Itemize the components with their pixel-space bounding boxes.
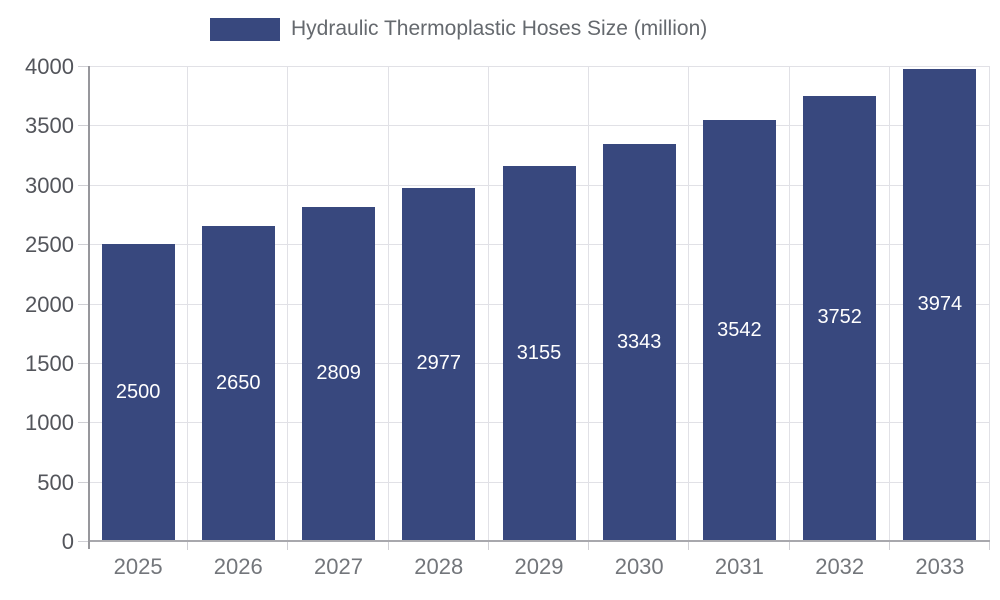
x-axis-tick-label: 2033 xyxy=(915,554,965,579)
x-axis-tick-label: 2025 xyxy=(113,554,163,579)
y-axis-tick xyxy=(78,541,88,542)
bar xyxy=(702,120,776,541)
bar xyxy=(101,244,175,541)
gridline-horizontal xyxy=(88,125,990,126)
y-axis-tick xyxy=(78,185,88,186)
y-axis-tick-label: 2500 xyxy=(25,232,74,258)
gridline-horizontal xyxy=(88,66,990,67)
y-axis-tick-label: 3500 xyxy=(25,113,74,139)
x-axis-tick-label: 2028 xyxy=(414,554,464,579)
x-axis-line xyxy=(88,540,990,542)
x-axis-tick xyxy=(187,542,189,550)
y-axis-tick xyxy=(78,66,88,67)
gridline-vertical xyxy=(688,66,690,541)
x-axis-tick xyxy=(888,542,890,550)
y-axis-line xyxy=(88,66,90,549)
bar-value-label: 2650 xyxy=(216,371,261,394)
y-axis-tick-label: 500 xyxy=(37,469,74,495)
bar-value-label: 2977 xyxy=(416,352,462,375)
x-axis-tick xyxy=(688,542,690,550)
y-axis-tick xyxy=(78,422,88,423)
bar-value-label: 3343 xyxy=(616,330,662,353)
bar-value-label: 3155 xyxy=(516,341,562,364)
gridline-vertical xyxy=(788,66,790,541)
x-axis-tick xyxy=(387,542,389,550)
x-axis-tick-label: 2030 xyxy=(614,554,664,579)
bar xyxy=(803,95,877,541)
x-axis-tick xyxy=(287,542,289,550)
legend-label: Hydraulic Thermoplastic Hoses Size (mill… xyxy=(291,17,708,40)
y-axis-tick xyxy=(78,304,88,305)
x-axis-tick-label: 2029 xyxy=(514,554,564,579)
gridline-vertical xyxy=(588,66,590,541)
x-axis-tick-label: 2027 xyxy=(314,554,363,579)
x-axis-tick xyxy=(588,542,590,550)
gridline-vertical xyxy=(989,66,990,541)
x-axis-tick xyxy=(788,542,790,550)
gridline-vertical xyxy=(287,66,289,541)
gridline-vertical xyxy=(387,66,389,541)
x-axis-tick xyxy=(989,542,990,550)
x-axis-tick-label: 2026 xyxy=(213,554,263,579)
bar xyxy=(502,166,576,541)
bar-value-label: 3752 xyxy=(817,306,862,329)
y-axis-tick-label: 2000 xyxy=(25,291,74,317)
bar-value-label: 3542 xyxy=(717,318,762,341)
y-axis-tick xyxy=(78,244,88,245)
x-axis-tick-label: 2032 xyxy=(815,554,865,579)
y-axis-tick xyxy=(78,482,88,483)
gridline-vertical xyxy=(487,66,489,541)
bar-value-label: 2500 xyxy=(115,380,161,403)
bar xyxy=(201,226,275,541)
gridline-vertical xyxy=(187,66,189,541)
legend-swatch xyxy=(210,17,280,41)
bar xyxy=(402,187,476,541)
y-axis-tick-label: 3000 xyxy=(25,172,74,198)
gridline-vertical xyxy=(888,66,890,541)
plot-area: 2500 2650 2809 2977 3155 3343 3542 3752 3974 xyxy=(78,66,990,550)
y-axis-tick-label: 4000 xyxy=(25,54,74,79)
y-axis-tick xyxy=(78,363,88,364)
x-axis-tick-label: 2031 xyxy=(714,554,764,579)
y-axis-tick-label: 0 xyxy=(61,529,74,554)
y-axis-tick xyxy=(78,125,88,126)
bar xyxy=(602,144,676,541)
bar-value-label: 3974 xyxy=(917,293,963,315)
bar xyxy=(903,69,977,541)
y-axis-tick-label: 1000 xyxy=(25,410,74,436)
legend-item[interactable]: Hydraulic Thermoplastic Hoses Size (mill… xyxy=(210,17,707,41)
bar xyxy=(302,207,376,541)
bar-value-label: 2809 xyxy=(316,362,361,385)
x-axis-tick xyxy=(487,542,489,550)
y-axis-tick-label: 1500 xyxy=(25,350,74,376)
